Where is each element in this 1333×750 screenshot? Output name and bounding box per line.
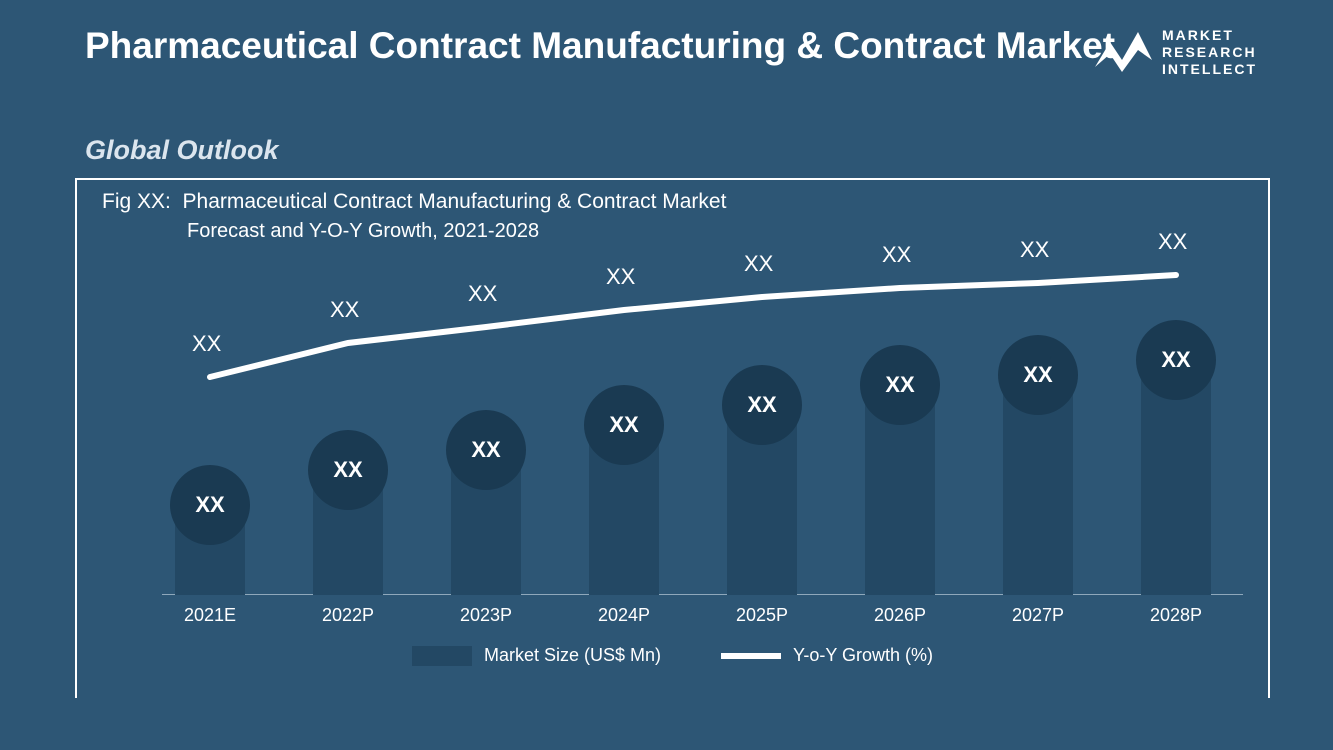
subtitle-text: Global Outlook [85,135,279,165]
line-value-label: XX [192,331,221,357]
line-value-label: XX [330,297,359,323]
logo-line2: RESEARCH [1162,44,1257,60]
logo-line3: INTELLECT [1162,61,1257,77]
line-value-label: XX [882,242,911,268]
legend-swatch-bar-icon [412,646,472,666]
x-axis-label: 2027P [998,605,1078,626]
line-value-label: XX [744,251,773,277]
page-title: Pharmaceutical Contract Manufacturing & … [85,25,1115,68]
legend-swatch-line-icon [721,653,781,659]
figure-caption-line1: Fig XX: Pharmaceutical Contract Manufact… [102,190,726,214]
fig-subtitle: Forecast and Y-O-Y Growth, 2021-2028 [187,220,539,242]
chart-frame: Fig XX: Pharmaceutical Contract Manufact… [75,178,1270,698]
bar-value-circle: XX [1136,320,1216,400]
brand-logo: MARKET RESEARCH INTELLECT [1090,22,1275,87]
bar-value-circle: XX [584,385,664,465]
plot-area: XXXXXXXXXXXXXXXXXXXXXXXXXXXXXXXX [162,255,1243,595]
page-subtitle: Global Outlook [85,135,279,166]
legend-label-2: Y-o-Y Growth (%) [793,645,933,666]
logo-mark-icon [1095,32,1152,72]
line-value-label: XX [468,281,497,307]
line-value-label: XX [1020,237,1049,263]
x-axis-label: 2028P [1136,605,1216,626]
legend-item-market-size: Market Size (US$ Mn) [412,645,661,666]
x-axis-label: 2021E [170,605,250,626]
x-axis-label: 2024P [584,605,664,626]
x-axis-label: 2025P [722,605,802,626]
bar-value-circle: XX [308,430,388,510]
legend-item-yoy-growth: Y-o-Y Growth (%) [721,645,933,666]
title-text: Pharmaceutical Contract Manufacturing & … [85,25,1115,66]
line-value-label: XX [1158,229,1187,255]
bar-value-circle: XX [446,410,526,490]
x-axis-label: 2026P [860,605,940,626]
chart-legend: Market Size (US$ Mn) Y-o-Y Growth (%) [77,645,1268,666]
logo-line1: MARKET [1162,27,1234,43]
bar-value-circle: XX [998,335,1078,415]
bar-value-circle: XX [722,365,802,445]
x-axis-label: 2023P [446,605,526,626]
bar-value-circle: XX [170,465,250,545]
fig-title: Pharmaceutical Contract Manufacturing & … [183,190,727,213]
x-axis-label: 2022P [308,605,388,626]
figure-caption-line2: Forecast and Y-O-Y Growth, 2021-2028 [187,220,539,243]
bar-value-circle: XX [860,345,940,425]
legend-label-1: Market Size (US$ Mn) [484,645,661,666]
line-value-label: XX [606,264,635,290]
fig-prefix: Fig XX: [102,190,171,213]
